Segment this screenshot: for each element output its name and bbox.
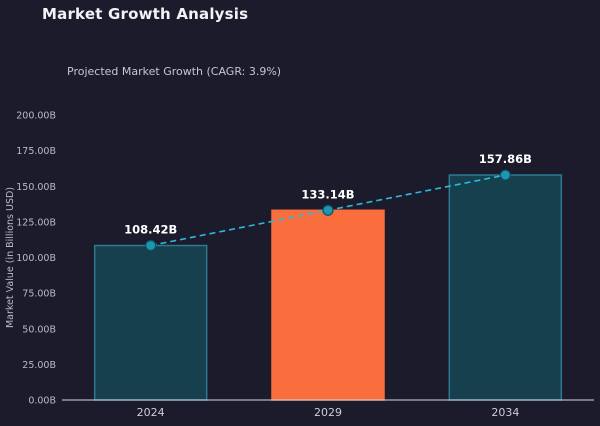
y-tick-label: 100.00B [16,253,56,264]
x-tick-label-2034: 2034 [491,406,519,419]
chart-subtitle: Projected Market Growth (CAGR: 3.9%) [67,65,282,78]
bar-2024 [93,244,208,401]
y-tick-label: 150.00B [16,182,56,193]
value-label-2024: 108.42B [124,223,177,237]
x-tick-label-2024: 2024 [137,406,165,419]
y-tick-label: 50.00B [22,324,56,335]
y-tick-label: 175.00B [16,146,56,157]
value-label-2034: 157.86B [479,152,532,166]
value-label-2029: 133.14B [301,187,354,201]
x-tick-label-2029: 2029 [314,406,342,419]
marker-2034 [499,169,511,181]
y-tick-label: 25.00B [22,360,56,371]
marker-2024 [145,239,157,252]
y-tick-label: 125.00B [16,217,56,228]
y-tick-label: 75.00B [22,289,56,300]
y-tick-label: 200.00B [16,111,56,122]
y-tick-label: 0.00B [28,396,56,407]
bar-2029 [271,209,385,401]
marker-2029 [322,204,334,216]
y-axis-label: Market Value (in Billions USD) [5,187,16,328]
chart-title: Market Growth Analysis [42,5,249,23]
bar-2034 [448,174,563,401]
